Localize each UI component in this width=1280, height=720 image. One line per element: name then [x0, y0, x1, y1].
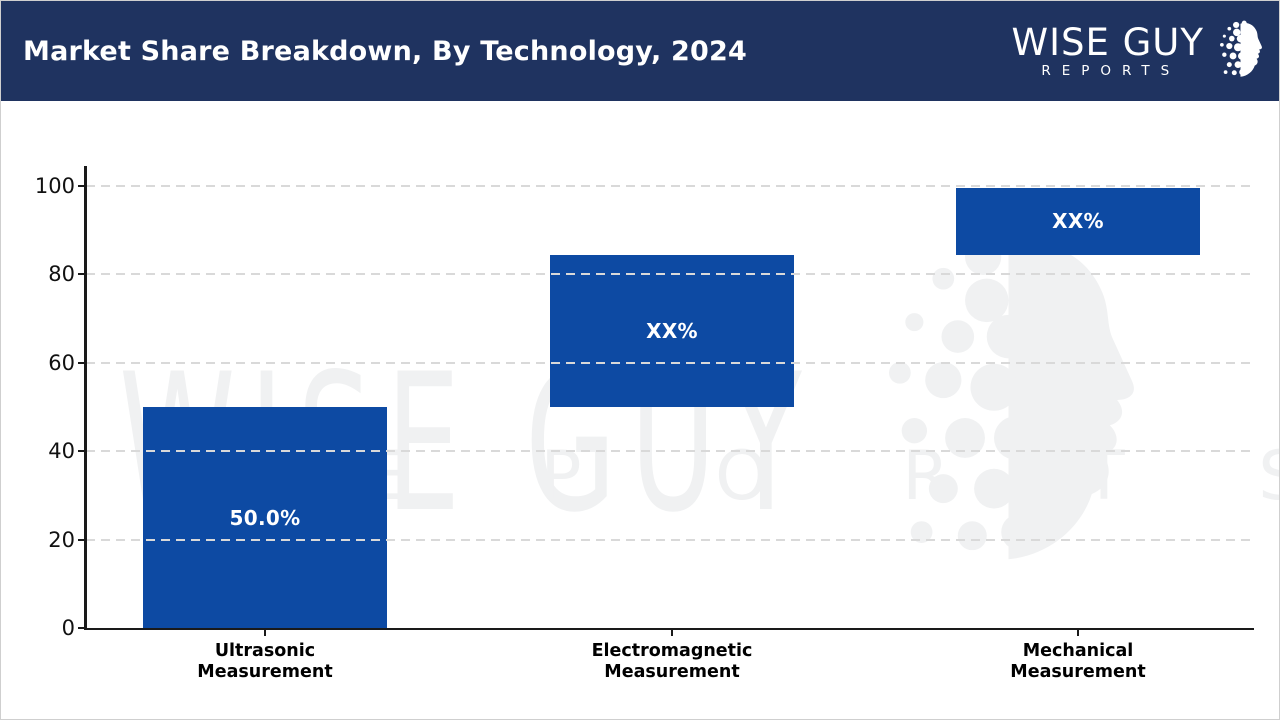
bar-value-label: 50.0%	[229, 505, 301, 530]
x-axis-line	[84, 627, 1254, 630]
bar-value-label: XX%	[1052, 209, 1104, 234]
y-tick-mark	[78, 450, 86, 453]
x-category-label: Mechanical Measurement	[1010, 641, 1146, 682]
gridline	[86, 538, 1254, 541]
y-axis-line	[84, 166, 87, 630]
logo-text: WISE GUY REPORTS	[1012, 24, 1204, 79]
plot-region: 0 20 40 60 80 100 50.0% Ultrasonic Measurement X…	[1, 101, 1279, 719]
x-tick-mark	[264, 628, 266, 636]
bar-value-label: XX%	[646, 318, 698, 343]
gridline	[86, 273, 1254, 276]
brand-logo: WISE GUY REPORTS	[1012, 12, 1269, 90]
y-tick-mark	[78, 361, 86, 364]
x-tick-mark	[1077, 628, 1079, 636]
gridline	[86, 450, 1254, 453]
y-tick-label: 40	[48, 439, 75, 464]
y-tick-label: 80	[48, 262, 75, 287]
y-tick-label: 20	[48, 527, 75, 552]
header-banner: Market Share Breakdown, By Technology, 2…	[1, 1, 1279, 101]
chart-title: Market Share Breakdown, By Technology, 2…	[23, 35, 748, 67]
bar-electromagnetic-measurement: XX%	[550, 254, 794, 407]
bar-ultrasonic-measurement: 50.0%	[143, 407, 387, 628]
chart-area: WISE GUY R E P O R T S 0 20 40 60 80 100 50.0%…	[1, 101, 1279, 719]
x-tick-mark	[671, 628, 673, 636]
logo-wordmark: WISE GUY	[1011, 20, 1204, 64]
y-tick-mark	[78, 627, 86, 629]
y-tick-label: 0	[61, 616, 75, 640]
y-tick-mark	[78, 273, 86, 276]
y-tick-mark	[78, 185, 86, 187]
y-tick-label: 60	[48, 350, 75, 375]
x-category-label: Ultrasonic Measurement	[197, 641, 333, 682]
gridline	[86, 361, 1254, 364]
gridline	[86, 185, 1254, 187]
logo-subtext: REPORTS	[1041, 62, 1181, 79]
x-category-label: Electromagnetic Measurement	[591, 641, 753, 682]
wiseguy-head-icon	[1207, 12, 1269, 90]
y-tick-label: 100	[34, 174, 75, 198]
y-tick-mark	[78, 538, 86, 541]
bar-mechanical-measurement: XX%	[956, 188, 1200, 255]
